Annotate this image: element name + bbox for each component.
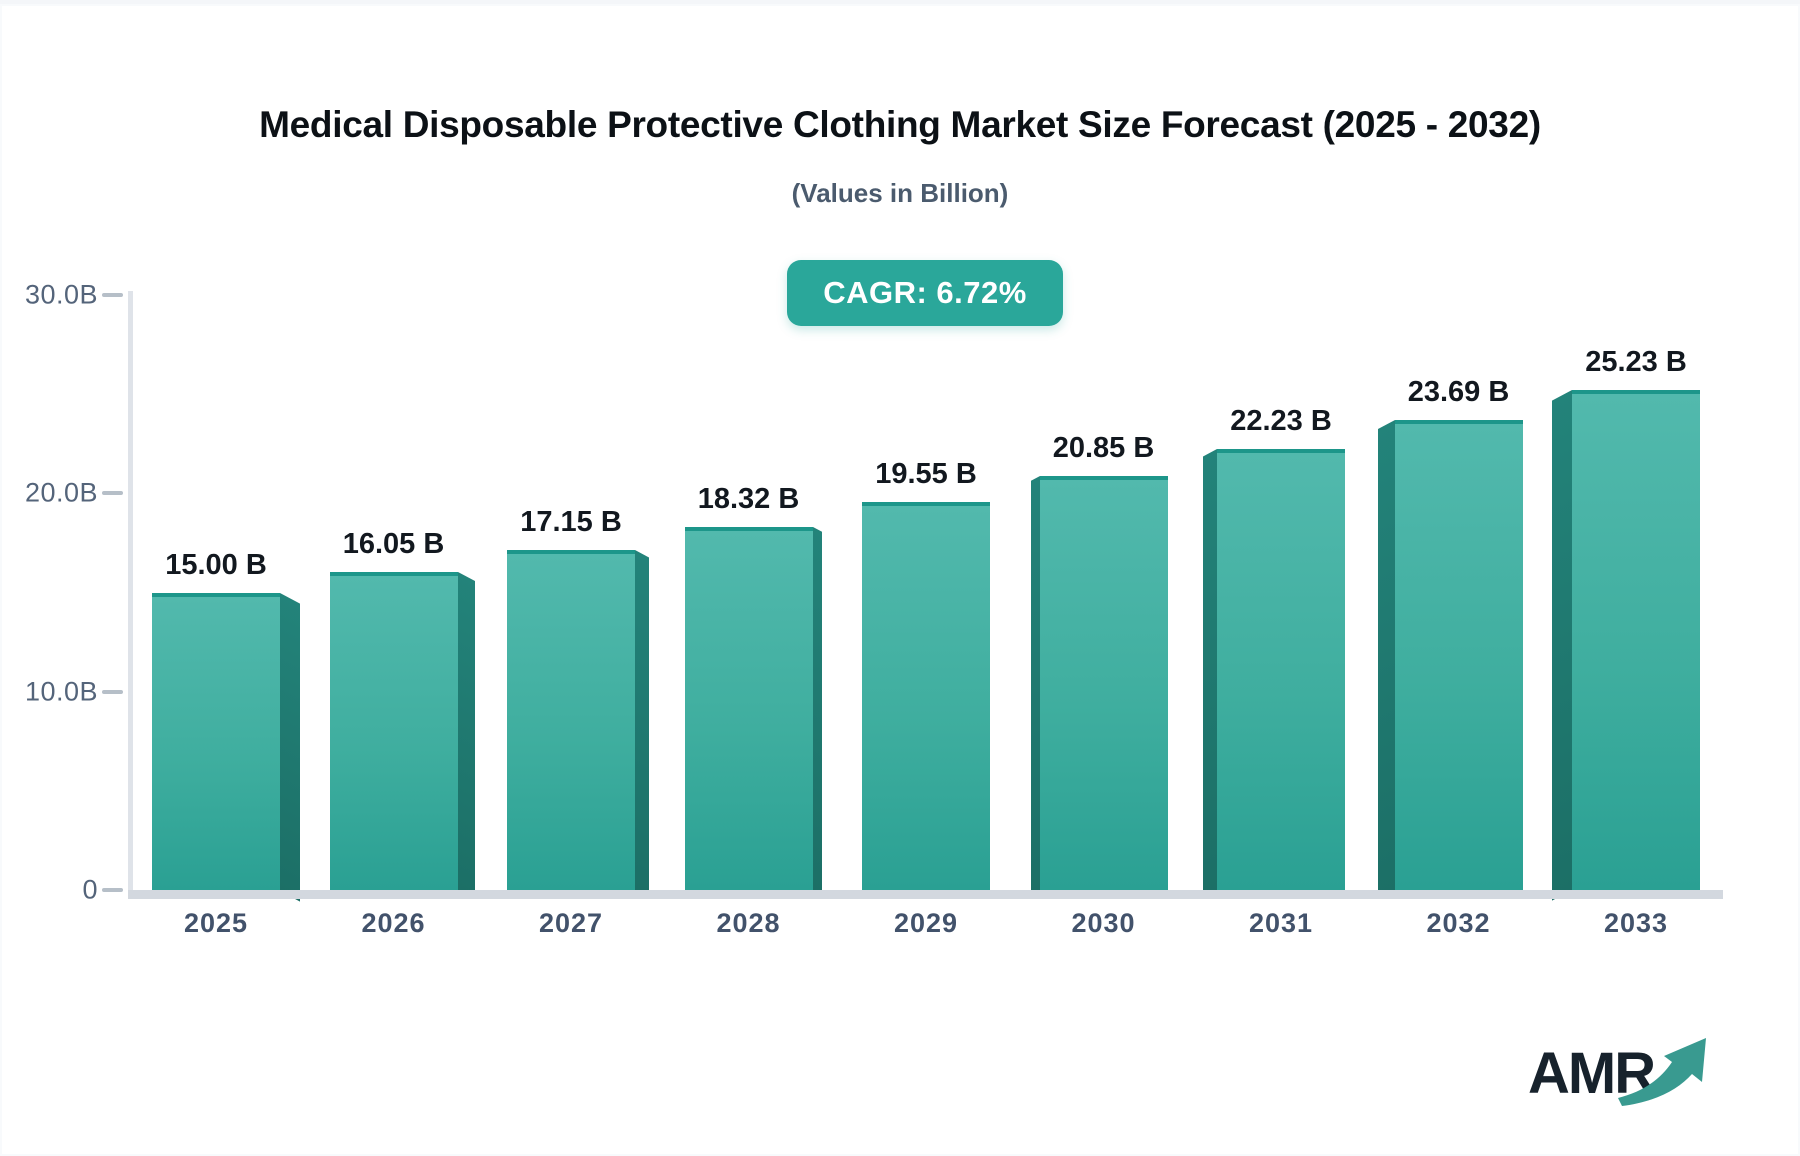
- amr-logo: AMR: [1528, 1038, 1728, 1120]
- bar-side-2030: [1030, 476, 1040, 895]
- bar-2030: [1039, 476, 1168, 890]
- x-axis-label-2033: 2033: [1603, 908, 1669, 938]
- bar-value-label-2028: 18.32 B: [697, 482, 800, 515]
- bar-2026: [329, 571, 458, 890]
- bar-value-label-2025: 15.00 B: [165, 548, 267, 581]
- bar-value-label-2029: 19.55 B: [875, 458, 977, 491]
- y-tick-label: 0: [82, 874, 98, 905]
- x-axis-label-2028: 2028: [716, 908, 781, 938]
- bar-2031: [1217, 449, 1345, 890]
- chart-title: Medical Disposable Protective Clothing M…: [259, 104, 1541, 145]
- y-tick-label: 20.0B: [24, 477, 98, 508]
- growth-arrow-icon: [1618, 1038, 1706, 1106]
- bar-2032: [1394, 420, 1523, 890]
- x-axis-label-2029: 2029: [893, 908, 959, 938]
- bar-value-label-2031: 22.23 B: [1230, 405, 1332, 438]
- bar-2027: [507, 549, 635, 890]
- bar-value-label-2032: 23.69 B: [1407, 376, 1510, 409]
- bar-side-2026: [457, 571, 475, 900]
- bar-side-2032: [1377, 420, 1395, 900]
- bar-2025: [152, 592, 280, 890]
- bar-value-label-2026: 16.05 B: [342, 527, 445, 560]
- x-axis-label-2027: 2027: [538, 908, 604, 938]
- x-axis-label-2025: 2025: [183, 908, 249, 938]
- bar-value-label-2033: 25.23 B: [1585, 345, 1687, 378]
- x-axis-baseline: [128, 890, 1723, 899]
- y-tick-label: 30.0B: [24, 279, 98, 310]
- cagr-badge-label: CAGR: 6.72%: [823, 275, 1027, 310]
- y-axis-line: [128, 291, 133, 890]
- bar-value-label-2027: 17.15 B: [520, 505, 622, 538]
- bar-side-2031: [1203, 449, 1217, 898]
- x-axis-label-2031: 2031: [1248, 908, 1314, 938]
- y-tick-mark: [102, 491, 123, 496]
- bar-value-label-2030: 20.85 B: [1052, 432, 1155, 465]
- cagr-badge: CAGR: 6.72%: [787, 260, 1063, 326]
- bar-side-2033: [1552, 389, 1572, 901]
- bar-side-2025: [280, 592, 300, 901]
- x-axis-label-2026: 2026: [361, 908, 426, 938]
- chart-subtitle: (Values in Billion): [791, 178, 1009, 208]
- x-axis-label-2030: 2030: [1071, 908, 1136, 938]
- bar-2029: [862, 502, 990, 890]
- y-tick-mark: [102, 293, 123, 297]
- bar-side-2027: [635, 549, 649, 898]
- x-axis-label-2032: 2032: [1426, 908, 1491, 938]
- bar-2033: [1572, 389, 1700, 890]
- bar-side-2028: [812, 526, 822, 895]
- y-tick-label: 10.0B: [24, 676, 98, 707]
- bar-2028: [684, 526, 813, 890]
- y-tick-mark: [102, 689, 123, 694]
- y-tick-mark: [102, 888, 123, 892]
